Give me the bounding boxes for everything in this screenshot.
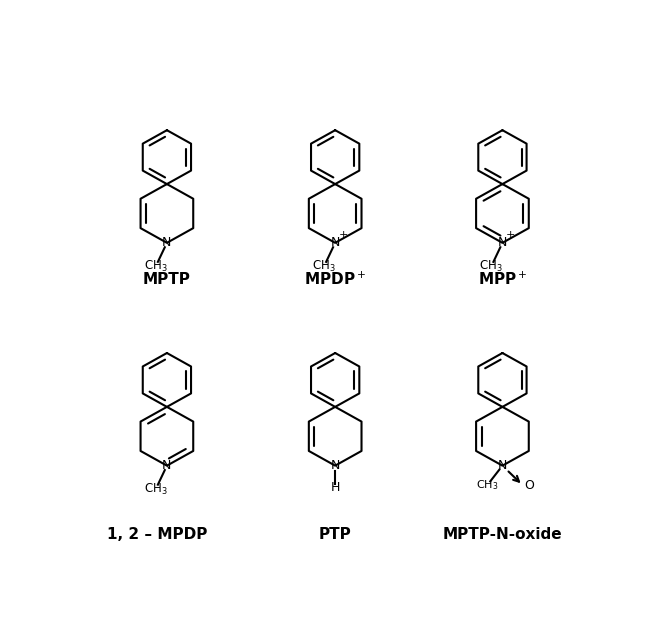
Text: +: + bbox=[506, 230, 515, 240]
Text: MPTP-N-oxide: MPTP-N-oxide bbox=[443, 527, 562, 542]
Text: N: N bbox=[162, 459, 171, 472]
Text: CH$_3$: CH$_3$ bbox=[476, 478, 498, 492]
Text: N: N bbox=[330, 459, 340, 472]
Text: N: N bbox=[162, 237, 171, 249]
Text: H: H bbox=[330, 481, 340, 494]
Text: 1, 2 – MPDP: 1, 2 – MPDP bbox=[107, 527, 207, 542]
Text: PTP: PTP bbox=[318, 527, 352, 542]
Text: CH$_3$: CH$_3$ bbox=[144, 259, 167, 274]
Text: +: + bbox=[339, 230, 348, 240]
Text: MPP$^+$: MPP$^+$ bbox=[477, 271, 527, 288]
Text: CH$_3$: CH$_3$ bbox=[312, 259, 336, 274]
Text: CH$_3$: CH$_3$ bbox=[144, 481, 167, 497]
Text: CH$_3$: CH$_3$ bbox=[479, 259, 503, 274]
Text: N: N bbox=[498, 237, 507, 249]
Text: O: O bbox=[524, 479, 534, 492]
Text: N: N bbox=[330, 237, 340, 249]
Text: MPTP: MPTP bbox=[143, 272, 191, 287]
Text: MPDP$^+$: MPDP$^+$ bbox=[304, 271, 366, 288]
Text: N: N bbox=[498, 459, 507, 472]
